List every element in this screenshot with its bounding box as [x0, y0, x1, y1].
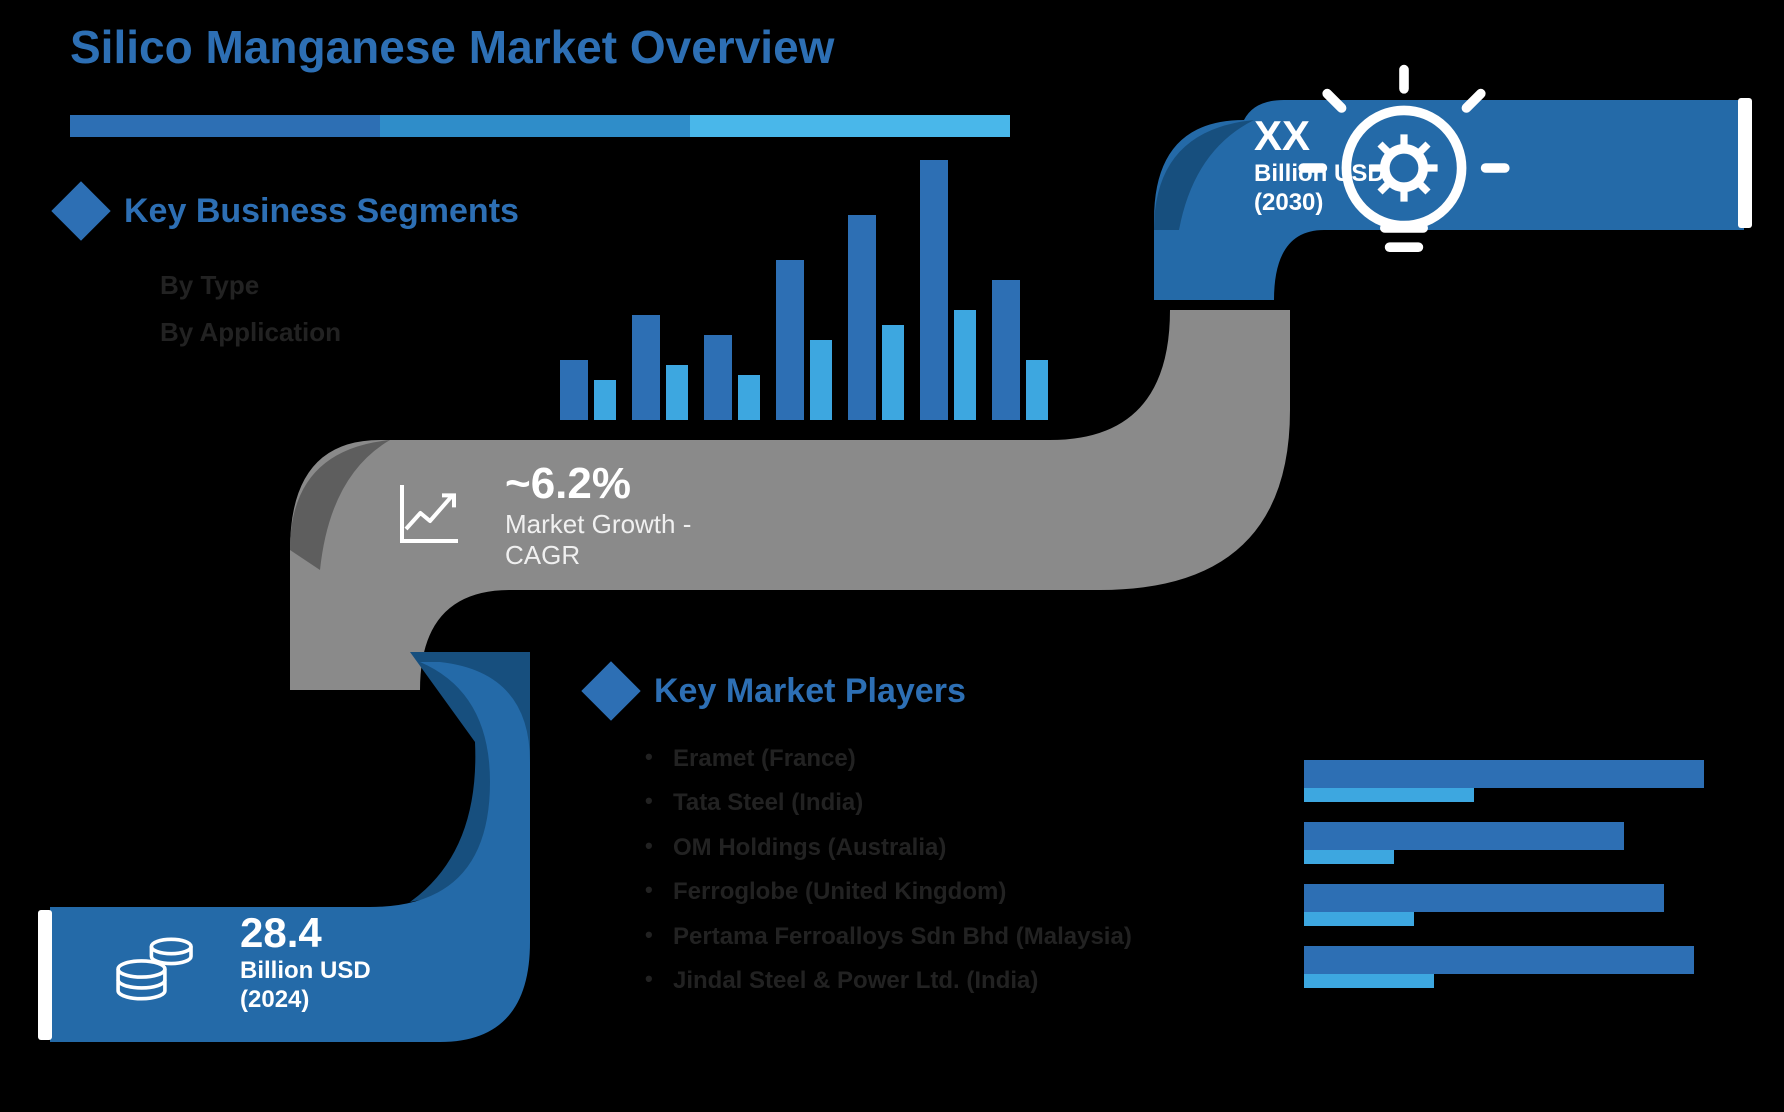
- topbar-segment: [380, 115, 690, 137]
- bar-primary: [848, 215, 876, 420]
- topbar-segment: [70, 115, 380, 137]
- bar-secondary: [666, 365, 688, 420]
- bar-pair: [632, 315, 688, 420]
- bar-primary: [776, 260, 804, 420]
- hbar-fg: [1304, 974, 1434, 988]
- coins-icon: [110, 915, 200, 1010]
- bar-primary: [704, 335, 732, 420]
- bar-secondary: [738, 375, 760, 420]
- kmp-header: Key Market Players: [590, 670, 1132, 712]
- ribbon-2024-value: 28.4: [240, 909, 371, 957]
- hbar-row: [1304, 822, 1704, 864]
- cagr-sub1: Market Growth -: [505, 509, 691, 540]
- kbs-item: By Application: [160, 309, 519, 356]
- top-color-bar: [70, 115, 1010, 137]
- kmp-item: Jindal Steel & Power Ltd. (India): [645, 959, 1132, 1003]
- ribbon-2030-unit2: (2030): [1254, 189, 1385, 218]
- bar-secondary: [594, 380, 616, 420]
- hbar-fg: [1304, 788, 1474, 802]
- ribbon-2030-value: XX: [1254, 112, 1385, 160]
- hbar-row: [1304, 760, 1704, 802]
- kmp-header-label: Key Market Players: [654, 672, 966, 711]
- cagr-value: ~6.2%: [505, 459, 691, 509]
- bar-secondary: [882, 325, 904, 420]
- ribbon-cagr: ~6.2% Market Growth - CAGR: [350, 430, 1150, 600]
- bar-primary: [560, 360, 588, 420]
- hbar-fg: [1304, 912, 1414, 926]
- hbar-bg: [1304, 822, 1624, 850]
- kbs-header: Key Business Segments: [60, 190, 519, 232]
- ribbon-2030-unit1: Billion USD: [1254, 160, 1385, 189]
- key-market-players-section: Key Market Players Eramet (France)Tata S…: [590, 670, 1132, 1003]
- kmp-item: Ferroglobe (United Kingdom): [645, 870, 1132, 914]
- hbar-bg: [1304, 760, 1704, 788]
- kmp-item: Pertama Ferroalloys Sdn Bhd (Malaysia): [645, 915, 1132, 959]
- bar-secondary: [954, 310, 976, 420]
- ribbon-2030: XX Billion USD (2030): [1254, 90, 1734, 240]
- topbar-segment: [690, 115, 1010, 137]
- key-business-segments-section: Key Business Segments By TypeBy Applicat…: [60, 190, 519, 356]
- bar-pair: [848, 215, 904, 420]
- bar-primary: [920, 160, 948, 420]
- bar-primary: [632, 315, 660, 420]
- hbar-bg: [1304, 946, 1694, 974]
- bar-secondary: [810, 340, 832, 420]
- ribbon-2024-unit2: (2024): [240, 986, 371, 1015]
- kmp-item: OM Holdings (Australia): [645, 826, 1132, 870]
- bar-pair: [704, 335, 760, 420]
- hbar-bg: [1304, 884, 1664, 912]
- hbar-chart: [1304, 760, 1704, 988]
- bar-pair: [992, 280, 1048, 420]
- hbar-fg: [1304, 850, 1394, 864]
- ribbon-2024: 28.4 Billion USD (2024): [50, 882, 510, 1042]
- bar-pair: [920, 160, 976, 420]
- kbs-items: By TypeBy Application: [160, 262, 519, 356]
- hbar-row: [1304, 946, 1704, 988]
- bar-secondary: [1026, 360, 1048, 420]
- diamond-icon: [581, 661, 640, 720]
- ribbon-endcap-right: [1738, 98, 1752, 228]
- bar-pair: [776, 260, 832, 420]
- ribbon-endcap-left: [38, 910, 52, 1040]
- ribbon-2024-unit1: Billion USD: [240, 957, 371, 986]
- kbs-item: By Type: [160, 262, 519, 309]
- growth-chart-icon: [390, 473, 470, 558]
- ribbon-2030-text: XX Billion USD (2030): [1254, 112, 1385, 218]
- hbar-row: [1304, 884, 1704, 926]
- bar-primary: [992, 280, 1020, 420]
- kmp-item: Eramet (France): [645, 737, 1132, 781]
- ribbon-2024-text: 28.4 Billion USD (2024): [240, 909, 371, 1015]
- cagr-sub2: CAGR: [505, 540, 691, 571]
- bar-chart: [560, 155, 1050, 420]
- ribbon-top-bg: [1064, 60, 1744, 300]
- page-title: Silico Manganese Market Overview: [70, 20, 834, 74]
- diamond-icon: [51, 181, 110, 240]
- bar-pair: [560, 360, 616, 420]
- ribbon-cagr-text: ~6.2% Market Growth - CAGR: [505, 459, 691, 571]
- kmp-item: Tata Steel (India): [645, 781, 1132, 825]
- kmp-list: Eramet (France)Tata Steel (India)OM Hold…: [645, 737, 1132, 1003]
- kbs-header-label: Key Business Segments: [124, 192, 519, 231]
